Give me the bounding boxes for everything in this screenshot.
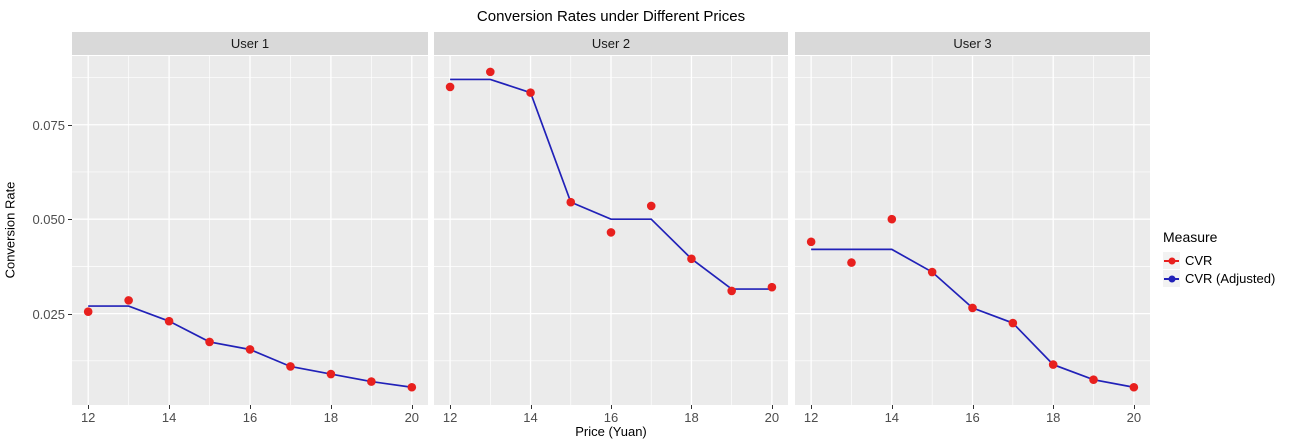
cvr-point xyxy=(968,303,977,313)
cvr-point xyxy=(526,88,535,97)
cvr-point xyxy=(566,197,576,207)
cvr-point xyxy=(806,237,816,247)
cvr-point xyxy=(687,254,696,264)
cvr-points xyxy=(83,296,417,392)
facet-strip-user-1: User 1 xyxy=(72,32,428,55)
x-tick-label: 12 xyxy=(80,410,96,425)
major-gridlines xyxy=(434,56,788,405)
cvr-points xyxy=(806,214,1139,392)
cvr-point xyxy=(767,282,777,292)
cvr-point xyxy=(1129,382,1139,392)
chart-title: Conversion Rates under Different Prices xyxy=(476,8,746,25)
x-tick-label: 16 xyxy=(603,410,619,425)
minor-gridlines xyxy=(795,56,1150,405)
cvr-point xyxy=(927,267,937,277)
cvr-point xyxy=(486,67,495,77)
cvr-adjusted-line-icon xyxy=(1163,270,1180,287)
cvr-point xyxy=(1008,318,1018,328)
cvr-point xyxy=(205,337,214,347)
x-tick-label: 12 xyxy=(442,410,458,425)
x-tick-label: 16 xyxy=(965,410,980,425)
x-tick-label: 16 xyxy=(242,410,258,425)
cvr-point xyxy=(646,201,656,211)
y-tick-mark xyxy=(68,219,72,221)
cvr-point xyxy=(887,214,897,224)
legend: Measure CVR CVR (Adjusted) xyxy=(1163,229,1275,288)
legend-key-dot xyxy=(1168,257,1175,264)
x-tick-label: 18 xyxy=(684,410,699,425)
facet-strip-label: User 3 xyxy=(953,36,992,51)
x-tick-mark xyxy=(530,405,532,409)
facet-strip-label: User 2 xyxy=(591,36,631,51)
cvr-point xyxy=(727,286,736,296)
facet-strip-user-2: User 2 xyxy=(434,32,788,55)
facet-panel-2 xyxy=(434,56,788,405)
legend-item-cvr-adjusted: CVR (Adjusted) xyxy=(1163,270,1275,287)
x-tick-mark xyxy=(811,405,813,409)
facet-strip-user-3: User 3 xyxy=(795,32,1150,55)
x-tick-label: 18 xyxy=(323,410,339,425)
facet-strip-label: User 1 xyxy=(230,36,270,51)
x-tick-mark xyxy=(330,405,332,409)
cvr-point xyxy=(606,228,616,237)
y-tick-label: 0.025 xyxy=(32,306,65,322)
facet-panel-1 xyxy=(72,56,428,405)
x-tick-mark xyxy=(891,405,893,409)
cvr-point xyxy=(367,377,376,386)
x-tick-label: 18 xyxy=(1045,410,1061,425)
y-tick-label: 0.050 xyxy=(32,212,65,228)
cvr-point xyxy=(83,307,93,317)
cvr-point xyxy=(1089,375,1098,384)
x-tick-mark xyxy=(411,405,413,409)
y-tick-mark xyxy=(68,124,72,126)
cvr-point xyxy=(124,296,133,305)
cvr-adjusted-line xyxy=(450,78,772,290)
cvr-point xyxy=(245,345,255,354)
legend-title: Measure xyxy=(1163,229,1218,245)
y-tick-label: 0.075 xyxy=(32,117,65,133)
cvr-point xyxy=(445,82,455,92)
x-tick-label: 20 xyxy=(1126,410,1142,425)
cvr-point xyxy=(847,258,856,267)
x-tick-mark xyxy=(691,405,693,409)
x-tick-mark xyxy=(1133,405,1135,409)
y-axis-title: Conversion Rate xyxy=(2,181,18,279)
x-tick-label: 12 xyxy=(803,410,819,425)
legend-item-label: CVR xyxy=(1185,253,1213,268)
cvr-point xyxy=(407,382,417,392)
cvr-point xyxy=(164,316,174,326)
y-tick-mark xyxy=(68,313,72,315)
x-tick-mark xyxy=(771,405,773,409)
x-tick-mark xyxy=(611,405,612,409)
legend-item-label: CVR (Adjusted) xyxy=(1185,271,1276,286)
x-tick-label: 20 xyxy=(404,410,420,425)
x-tick-label: 14 xyxy=(884,410,900,425)
x-tick-label: 14 xyxy=(161,410,177,425)
legend-item-cvr: CVR xyxy=(1163,252,1275,269)
cvr-point xyxy=(1048,360,1058,369)
x-tick-label: 20 xyxy=(764,410,780,425)
x-axis-title: Price (Yuan) xyxy=(575,424,647,439)
major-gridlines xyxy=(795,56,1150,405)
x-tick-mark xyxy=(250,405,251,409)
x-tick-mark xyxy=(88,405,90,409)
cvr-point-icon xyxy=(1163,252,1180,269)
cvr-point xyxy=(286,362,295,371)
x-tick-mark xyxy=(1053,405,1055,409)
x-tick-mark xyxy=(972,405,974,409)
x-tick-mark xyxy=(169,405,171,409)
cvr-point xyxy=(326,369,336,379)
x-tick-mark xyxy=(450,405,452,409)
cvr-points xyxy=(445,67,777,296)
legend-key-dot xyxy=(1168,275,1175,282)
facet-panel-3 xyxy=(795,56,1150,405)
x-tick-label: 14 xyxy=(523,410,538,425)
